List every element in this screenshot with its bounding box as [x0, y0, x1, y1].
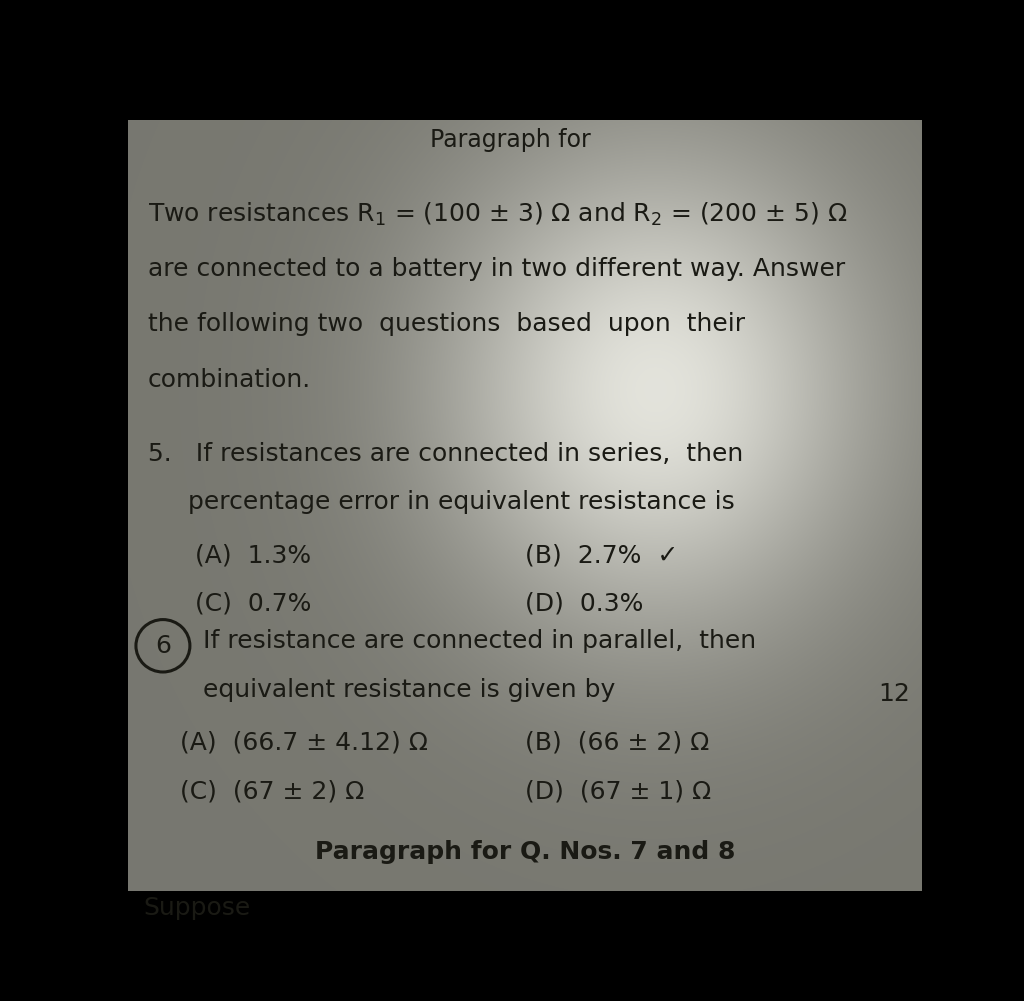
Text: equivalent resistance is given by: equivalent resistance is given by: [204, 678, 615, 702]
Text: (D)  0.3%: (D) 0.3%: [524, 592, 643, 616]
Text: are connected to a battery in two different way. Answer: are connected to a battery in two differ…: [147, 256, 845, 280]
Text: Suppose: Suppose: [143, 896, 251, 920]
Text: (C)  (67 ± 2) Ω: (C) (67 ± 2) Ω: [179, 779, 364, 803]
Text: 6: 6: [155, 634, 171, 658]
Text: Paragraph for: Paragraph for: [430, 128, 590, 152]
Text: percentage error in equivalent resistance is: percentage error in equivalent resistanc…: [187, 490, 734, 515]
Text: Paragraph for Q. Nos. 7 and 8: Paragraph for Q. Nos. 7 and 8: [314, 840, 735, 864]
Text: (B)  (66 ± 2) Ω: (B) (66 ± 2) Ω: [524, 731, 710, 755]
Text: combination.: combination.: [147, 367, 311, 391]
Text: If resistance are connected in parallel,  then: If resistance are connected in parallel,…: [204, 629, 757, 653]
Text: (C)  0.7%: (C) 0.7%: [196, 592, 312, 616]
Text: 12: 12: [878, 682, 909, 706]
Text: (B)  2.7%  ✓: (B) 2.7% ✓: [524, 544, 678, 568]
Text: (A)  (66.7 ± 4.12) Ω: (A) (66.7 ± 4.12) Ω: [179, 731, 428, 755]
Text: Two resistances R$_1$ = (100 $\pm$ 3) $\Omega$ and R$_2$ = (200 $\pm$ 5) $\Omega: Two resistances R$_1$ = (100 $\pm$ 3) $\…: [147, 201, 847, 228]
Text: (D)  (67 ± 1) Ω: (D) (67 ± 1) Ω: [524, 779, 711, 803]
Text: 5.   If resistances are connected in series,  then: 5. If resistances are connected in serie…: [147, 441, 743, 465]
Text: (A)  1.3%: (A) 1.3%: [196, 544, 311, 568]
Text: the following two  questions  based  upon  their: the following two questions based upon t…: [147, 312, 745, 336]
